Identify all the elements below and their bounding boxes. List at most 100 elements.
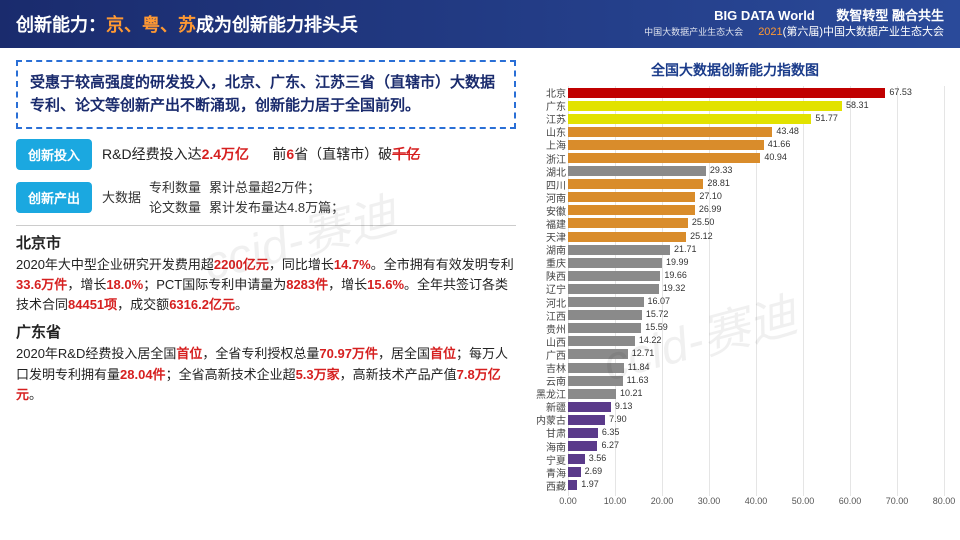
x-tick: 40.00 bbox=[745, 496, 768, 506]
bar: 9.13 bbox=[568, 402, 611, 412]
header: 创新能力：京、粤、苏成为创新能力排头兵 BIG DATA World 数智转型 … bbox=[0, 0, 960, 48]
bar-value: 3.56 bbox=[589, 453, 607, 463]
bar-value: 11.63 bbox=[627, 375, 649, 385]
bar: 26.99 bbox=[568, 205, 695, 215]
bar: 7.90 bbox=[568, 415, 605, 425]
bar: 58.31 bbox=[568, 101, 842, 111]
left-column: 受惠于较高强度的研发投入，北京、广东、江苏三省（直辖市）大数据专利、论文等创新产… bbox=[16, 60, 516, 532]
bar: 3.56 bbox=[568, 454, 585, 464]
bar-value: 25.50 bbox=[692, 217, 715, 227]
bar: 2.69 bbox=[568, 467, 581, 477]
bar-value: 19.66 bbox=[664, 270, 687, 280]
bar-value: 19.99 bbox=[666, 257, 689, 267]
chart-title: 全国大数据创新能力指数图 bbox=[526, 60, 944, 80]
bar-value: 1.97 bbox=[581, 479, 599, 489]
bar: 6.35 bbox=[568, 428, 598, 438]
bar: 41.66 bbox=[568, 140, 764, 150]
beijing-block: 北京市 2020年大中型企业研究开发费用超2200亿元，同比增长14.7%。全市… bbox=[16, 232, 516, 315]
bar-value: 58.31 bbox=[846, 100, 869, 110]
bar: 11.84 bbox=[568, 363, 624, 373]
bar-row: 海南6.27 bbox=[568, 440, 944, 453]
x-tick: 60.00 bbox=[839, 496, 862, 506]
bar: 19.32 bbox=[568, 284, 659, 294]
bar-row: 湖北29.33 bbox=[568, 165, 944, 178]
bar-value: 6.27 bbox=[601, 440, 619, 450]
bar: 51.77 bbox=[568, 114, 811, 124]
bar: 21.71 bbox=[568, 245, 670, 255]
bar-row: 贵州15.59 bbox=[568, 322, 944, 335]
bar-value: 2.69 bbox=[585, 466, 603, 476]
bar-row: 天津25.12 bbox=[568, 230, 944, 243]
bar: 28.81 bbox=[568, 179, 703, 189]
bar: 29.33 bbox=[568, 166, 706, 176]
beijing-text: 2020年大中型企业研究开发费用超2200亿元，同比增长14.7%。全市拥有有效… bbox=[16, 255, 516, 315]
bar: 6.27 bbox=[568, 441, 597, 451]
divider bbox=[16, 225, 516, 226]
x-tick: 0.00 bbox=[559, 496, 577, 506]
x-tick: 20.00 bbox=[651, 496, 674, 506]
bar-row: 山东43.48 bbox=[568, 125, 944, 138]
bar-row: 江苏51.77 bbox=[568, 112, 944, 125]
bar-value: 51.77 bbox=[815, 113, 838, 123]
bar-row: 黑龙江10.21 bbox=[568, 387, 944, 400]
chart-bars: 北京67.53广东58.31江苏51.77山东43.48上海41.66浙江40.… bbox=[568, 86, 944, 496]
bar-value: 14.22 bbox=[639, 335, 662, 345]
bar: 10.21 bbox=[568, 389, 616, 399]
bar-label: 西藏 bbox=[526, 478, 566, 493]
bar-row: 四川28.81 bbox=[568, 178, 944, 191]
bar-value: 12.71 bbox=[632, 348, 655, 358]
beijing-title: 北京市 bbox=[16, 232, 516, 253]
bar: 25.12 bbox=[568, 232, 686, 242]
bar: 1.97 bbox=[568, 480, 577, 490]
bar-row: 西藏1.97 bbox=[568, 479, 944, 492]
bar-row: 宁夏3.56 bbox=[568, 453, 944, 466]
input-row: 创新投入 R&D经费投入达2.4万亿 前6省（直辖市）破千亿 bbox=[16, 139, 516, 170]
bar: 19.66 bbox=[568, 271, 660, 281]
x-tick: 30.00 bbox=[698, 496, 721, 506]
bar-row: 新疆9.13 bbox=[568, 400, 944, 413]
logo-text: BIG DATA World 数智转型 融合共生 bbox=[644, 7, 944, 25]
bar: 43.48 bbox=[568, 127, 772, 137]
bar-value: 9.13 bbox=[615, 401, 633, 411]
bar: 12.71 bbox=[568, 349, 628, 359]
bar-row: 河南27.10 bbox=[568, 191, 944, 204]
bar: 15.72 bbox=[568, 310, 642, 320]
bar-value: 28.81 bbox=[707, 178, 730, 188]
output-text: 大数据 专利数量 论文数量 累计总量超2万件； 累计发布量达4.8万篇； bbox=[102, 178, 344, 217]
chart-x-axis: 0.0010.0020.0030.0040.0050.0060.0070.008… bbox=[568, 496, 944, 516]
bar-row: 甘肃6.35 bbox=[568, 426, 944, 439]
bar-value: 21.71 bbox=[674, 244, 697, 254]
bar-chart: 北京67.53广东58.31江苏51.77山东43.48上海41.66浙江40.… bbox=[526, 86, 944, 516]
bar-value: 41.66 bbox=[768, 139, 791, 149]
bar-value: 7.90 bbox=[609, 414, 627, 424]
bar: 16.07 bbox=[568, 297, 644, 307]
bar-row: 浙江40.94 bbox=[568, 151, 944, 164]
content: 受惠于较高强度的研发投入，北京、广东、江苏三省（直辖市）大数据专利、论文等创新产… bbox=[0, 48, 960, 540]
bar: 27.10 bbox=[568, 192, 695, 202]
bar-row: 河北16.07 bbox=[568, 296, 944, 309]
page-title: 创新能力：京、粤、苏成为创新能力排头兵 bbox=[16, 11, 358, 37]
x-tick: 70.00 bbox=[886, 496, 909, 506]
x-tick: 50.00 bbox=[792, 496, 815, 506]
bar: 67.53 bbox=[568, 88, 885, 98]
guangdong-title: 广东省 bbox=[16, 321, 516, 342]
title-prefix: 创新能力： bbox=[16, 15, 106, 35]
bar-value: 19.32 bbox=[663, 283, 686, 293]
x-tick: 10.00 bbox=[604, 496, 627, 506]
bar-value: 6.35 bbox=[602, 427, 620, 437]
bar-value: 10.21 bbox=[620, 388, 643, 398]
bar-row: 辽宁19.32 bbox=[568, 282, 944, 295]
bar-row: 云南11.63 bbox=[568, 374, 944, 387]
summary-text: 受惠于较高强度的研发投入，北京、广东、江苏三省（直辖市）大数据专利、论文等创新产… bbox=[30, 72, 502, 117]
guangdong-text: 2020年R&D经费投入居全国首位，全省专利授权总量70.97万件，居全国首位；… bbox=[16, 344, 516, 404]
x-tick: 80.00 bbox=[933, 496, 956, 506]
bar-row: 广西12.71 bbox=[568, 348, 944, 361]
bar-value: 40.94 bbox=[764, 152, 787, 162]
bar-row: 山西14.22 bbox=[568, 335, 944, 348]
bar-value: 15.72 bbox=[646, 309, 669, 319]
bar-value: 26.99 bbox=[699, 204, 722, 214]
bar-row: 重庆19.99 bbox=[568, 256, 944, 269]
bar-value: 27.10 bbox=[699, 191, 722, 201]
bar: 25.50 bbox=[568, 218, 688, 228]
bar-value: 67.53 bbox=[889, 87, 912, 97]
